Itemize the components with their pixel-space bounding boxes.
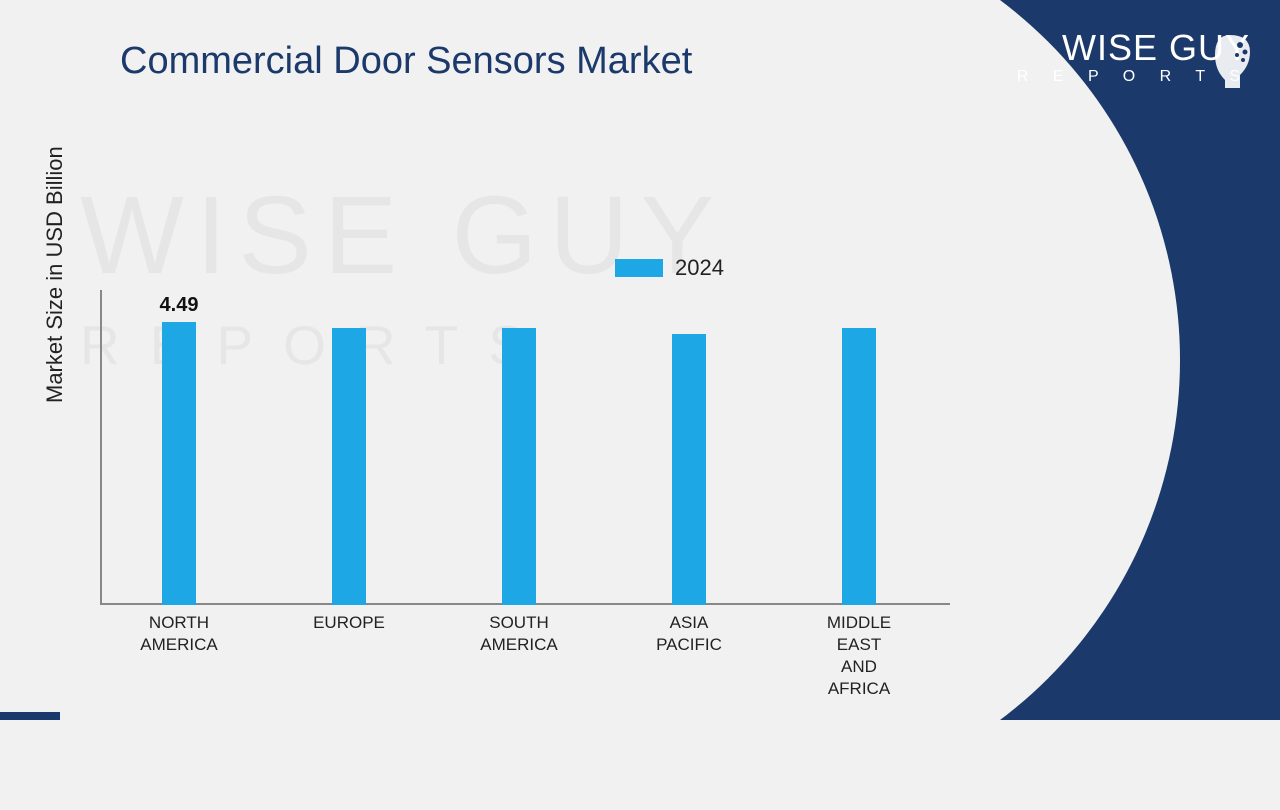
y-axis-line <box>100 290 102 605</box>
category-label: ASIAPACIFIC <box>619 612 759 656</box>
chart-area: NORTHAMERICA4.49EUROPESOUTHAMERICAASIAPA… <box>100 290 950 605</box>
category-label: NORTHAMERICA <box>109 612 249 656</box>
chart-title: Commercial Door Sensors Market <box>120 40 692 83</box>
legend: 2024 <box>615 255 724 281</box>
legend-swatch <box>615 259 663 277</box>
legend-label: 2024 <box>675 255 724 281</box>
category-label: SOUTHAMERICA <box>449 612 589 656</box>
bar <box>672 334 706 605</box>
value-label: 4.49 <box>139 294 219 317</box>
bar <box>332 328 366 605</box>
bottom-accent <box>0 712 60 720</box>
bar <box>162 322 196 605</box>
right-panel <box>970 0 1280 720</box>
category-label: EUROPE <box>279 612 419 634</box>
category-label: MIDDLEEASTANDAFRICA <box>789 612 929 700</box>
bar <box>502 328 536 605</box>
y-axis-label: Market Size in USD Billion <box>42 146 68 403</box>
brand-logo: WISE GUY R E P O R T S <box>1017 30 1250 86</box>
head-icon <box>1205 30 1255 90</box>
bar <box>842 328 876 605</box>
